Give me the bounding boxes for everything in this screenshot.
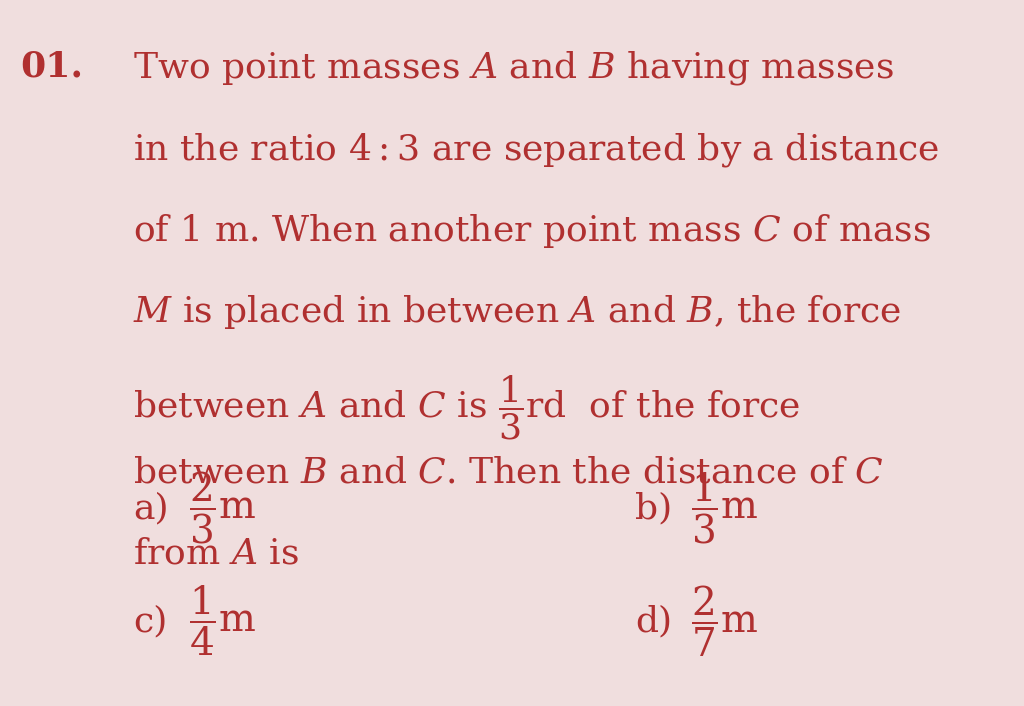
Text: b): b): [635, 491, 672, 525]
Text: a): a): [133, 491, 169, 525]
Text: between $A$ and $C$ is $\dfrac{1}{3}$rd  of the force: between $A$ and $C$ is $\dfrac{1}{3}$rd …: [133, 374, 801, 443]
Text: $\dfrac{1}{4}$m: $\dfrac{1}{4}$m: [189, 584, 257, 659]
Text: of 1 m. When another point mass $C$ of mass: of 1 m. When another point mass $C$ of m…: [133, 212, 931, 250]
Text: between $B$ and $C$. Then the distance of $C$: between $B$ and $C$. Then the distance o…: [133, 455, 884, 489]
Text: from $A$ is: from $A$ is: [133, 537, 299, 570]
Text: $\dfrac{2}{7}$m: $\dfrac{2}{7}$m: [691, 584, 759, 659]
Text: $\dfrac{2}{3}$m: $\dfrac{2}{3}$m: [189, 470, 257, 546]
Text: 01.: 01.: [20, 49, 84, 83]
Text: $\dfrac{1}{3}$m: $\dfrac{1}{3}$m: [691, 471, 759, 546]
Text: in the ratio $4:3$ are separated by a distance: in the ratio $4:3$ are separated by a di…: [133, 131, 939, 169]
Text: d): d): [635, 604, 672, 638]
Text: $M$ is placed in between $A$ and $B$, the force: $M$ is placed in between $A$ and $B$, th…: [133, 293, 901, 331]
Text: c): c): [133, 604, 168, 638]
Text: Two point masses $A$ and $B$ having masses: Two point masses $A$ and $B$ having mass…: [133, 49, 894, 88]
